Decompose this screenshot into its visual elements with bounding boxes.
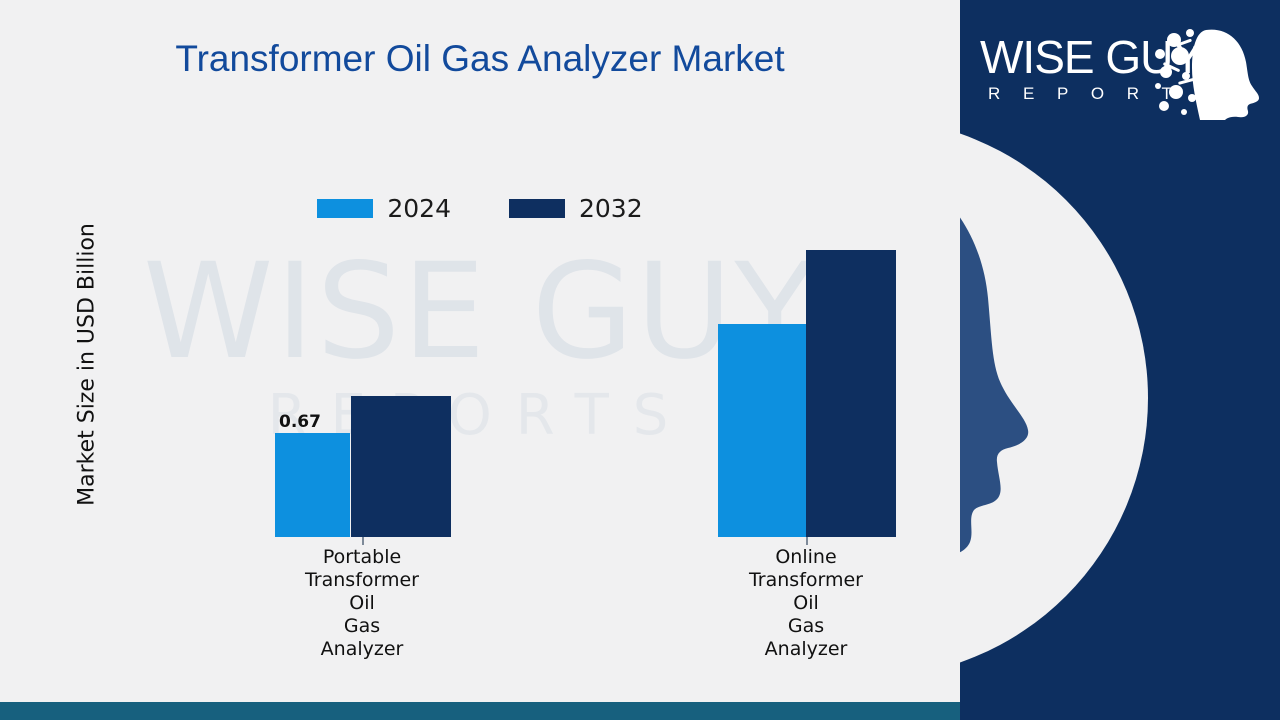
y-axis-label: Market Size in USD Billion [74, 223, 100, 506]
bar-online-2024[interactable] [718, 324, 806, 537]
category-label-portable: Portable Transformer Oil Gas Analyzer [252, 546, 472, 661]
bar-portable-2032[interactable] [351, 396, 451, 537]
chart-legend: 2024 2032 [0, 194, 960, 223]
bar-portable-2024[interactable] [275, 433, 350, 537]
molecule-dots-icon [960, 118, 1148, 678]
category-label-line: Transformer [748, 569, 863, 591]
legend-swatch-2032 [509, 199, 565, 218]
logo-tagline: R E P O R T S [988, 84, 1215, 103]
category-label-line: Oil [349, 592, 375, 614]
logo-head-profile-icon [1155, 29, 1259, 120]
legend-item-2032[interactable]: 2032 [509, 194, 643, 223]
brand-panel: WISE GUY R E P O R T S [960, 0, 1280, 720]
category-label-line: Analyzer [320, 638, 404, 660]
bar-online-2032[interactable] [806, 250, 896, 537]
legend-item-2024[interactable]: 2024 [317, 194, 451, 223]
category-label-line: Portable [322, 546, 402, 568]
axis-tick-online [806, 537, 808, 545]
legend-swatch-2024 [317, 199, 374, 218]
plot-area: 0.67 Portable Transformer Oil Gas Analyz… [252, 250, 916, 661]
category-label-line: Analyzer [764, 638, 848, 660]
footer-accent-bar [0, 702, 960, 720]
legend-label-2024: 2024 [387, 194, 451, 223]
bar-value-portable-2024: 0.67 [279, 412, 321, 432]
brand-logo: WISE GUY R E P O R T S [966, 24, 1266, 120]
category-label-online: Online Transformer Oil Gas Analyzer [696, 546, 916, 661]
legend-label-2032: 2032 [579, 194, 643, 223]
category-label-line: Gas [787, 615, 825, 637]
category-label-line: Transformer [304, 569, 419, 591]
axis-tick-portable [362, 537, 364, 545]
decorative-circle [960, 118, 1148, 678]
chart-title: Transformer Oil Gas Analyzer Market [175, 38, 785, 79]
category-label-line: Online [775, 546, 837, 568]
category-label-line: Oil [793, 592, 819, 614]
category-label-line: Gas [343, 615, 381, 637]
